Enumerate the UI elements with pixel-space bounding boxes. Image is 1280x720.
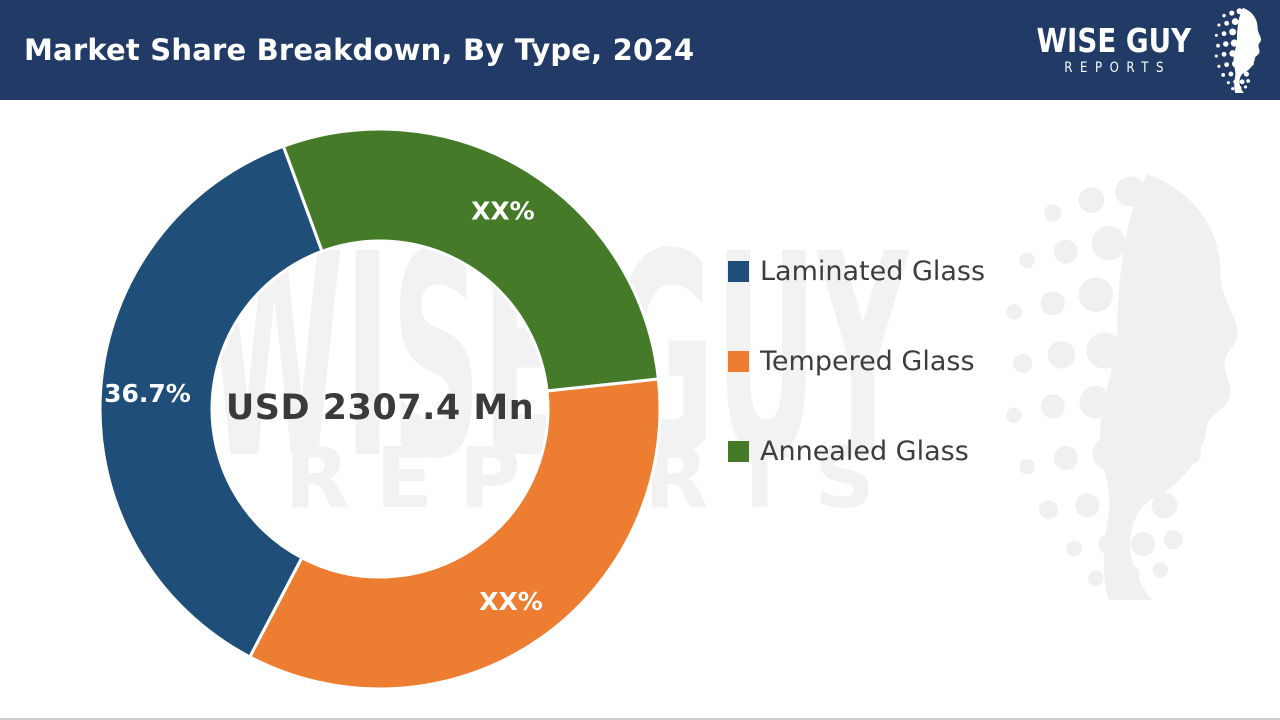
dot-face-icon bbox=[1214, 7, 1262, 93]
chart-legend: Laminated Glass Tempered Glass Annealed … bbox=[728, 255, 986, 467]
logo-wordmark: WISE GUY bbox=[1036, 21, 1191, 60]
logo-text: WISE GUY REPORTS bbox=[1036, 24, 1191, 76]
donut-segment-tempered-glass bbox=[248, 377, 662, 691]
donut-segment-laminated-glass bbox=[98, 144, 324, 659]
donut-segment-annealed-glass bbox=[281, 127, 660, 393]
legend-label-laminated-glass: Laminated Glass bbox=[760, 255, 986, 287]
logo-subtitle: REPORTS bbox=[1063, 60, 1171, 76]
legend-swatch-annealed-glass bbox=[728, 440, 749, 462]
segment-percent-label-laminated-glass: 36.7% bbox=[104, 379, 191, 408]
chart-area: WISE GUY REPORTS 36.7%XX%XX% USD 2307.4 … bbox=[0, 100, 1280, 720]
legend-swatch-laminated-glass bbox=[728, 260, 749, 282]
legend-label-tempered-glass: Tempered Glass bbox=[760, 345, 975, 377]
segment-percent-label-annealed-glass: XX% bbox=[471, 197, 535, 226]
legend-swatch-tempered-glass bbox=[728, 350, 749, 372]
brand-logo: WISE GUY REPORTS bbox=[1007, 7, 1262, 93]
legend-label-annealed-glass: Annealed Glass bbox=[760, 435, 969, 467]
legend-item-laminated-glass: Laminated Glass bbox=[728, 255, 986, 287]
legend-item-tempered-glass: Tempered Glass bbox=[728, 345, 985, 377]
donut-center-value: USD 2307.4 Mn bbox=[225, 388, 535, 428]
segment-percent-label-tempered-glass: XX% bbox=[479, 587, 543, 616]
donut-chart: 36.7% XX% XX% bbox=[98, 127, 662, 691]
legend-item-annealed-glass: Annealed Glass bbox=[728, 435, 985, 467]
page-title: Market Share Breakdown, By Type, 2024 bbox=[24, 33, 695, 67]
header-bar: Market Share Breakdown, By Type, 2024 WI… bbox=[0, 0, 1280, 100]
